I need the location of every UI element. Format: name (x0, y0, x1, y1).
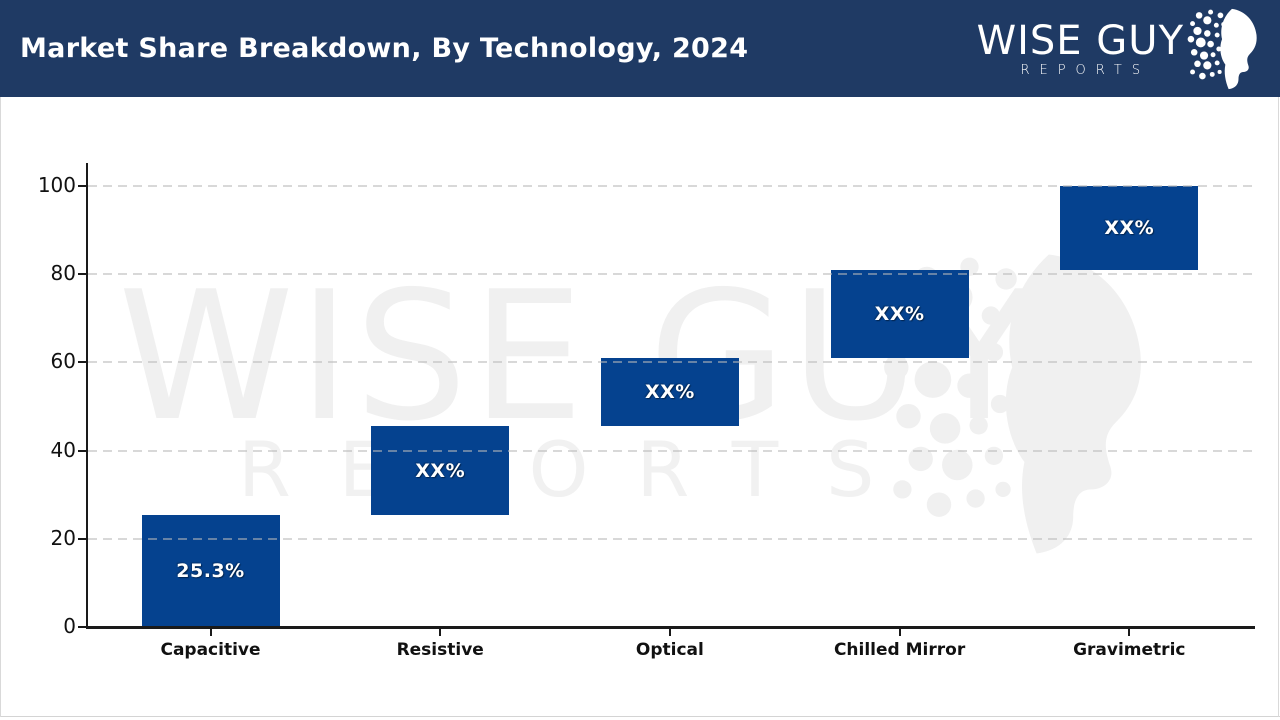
x-axis-line (86, 626, 1255, 629)
y-tick-label-40: 40 (50, 437, 76, 462)
bar-chilled-mirror (830, 269, 969, 358)
bar-value-label-optical: XX% (644, 381, 695, 404)
x-axis-label-resistive: Resistive (396, 640, 484, 660)
bar-value-label-gravimetric: XX% (1104, 216, 1155, 239)
y-tick-40 (78, 449, 86, 452)
page-right-hairline (1278, 97, 1279, 717)
x-tick-capacitive (209, 629, 212, 636)
y-tick-60 (78, 361, 86, 364)
y-tick-0 (78, 626, 86, 628)
gridline-40 (88, 449, 1254, 452)
x-tick-optical (668, 629, 671, 636)
x-tick-chilled-mirror (898, 629, 901, 636)
bar-gravimetric (1060, 186, 1199, 270)
y-tick-20 (78, 537, 86, 540)
bar-optical (600, 357, 739, 427)
y-tick-label-60: 60 (50, 349, 76, 374)
x-axis-label-chilled-mirror: Chilled Mirror (833, 640, 966, 660)
bar-value-label-resistive: XX% (415, 459, 466, 482)
bar-capacitive (141, 515, 280, 627)
wiseguy-logo: WISE GUY REPORTS (977, 4, 1268, 94)
gridline-100 (88, 185, 1254, 187)
bar-resistive (371, 426, 510, 516)
y-tick-100 (78, 185, 86, 187)
y-tick-label-80: 80 (50, 261, 76, 286)
y-axis-line (86, 163, 88, 629)
x-axis-label-optical: Optical (635, 640, 704, 660)
page-bottom-hairline (0, 716, 1280, 717)
x-tick-gravimetric (1128, 629, 1131, 636)
logo-wordmark: WISE GUY REPORTS (977, 20, 1184, 78)
bar-value-label-chilled-mirror: XX% (874, 302, 925, 325)
logo-wordmark-line2: REPORTS (1020, 63, 1151, 78)
gridline-20 (88, 537, 1254, 540)
y-tick-label-100: 100 (37, 173, 76, 197)
x-axis-label-gravimetric: Gravimetric (1073, 640, 1186, 660)
gridline-60 (88, 361, 1254, 364)
logo-wordmark-line1: WISE GUY (976, 18, 1184, 64)
x-tick-resistive (439, 629, 442, 636)
y-tick-label-0: 0 (63, 614, 76, 638)
page-title: Market Share Breakdown, By Technology, 2… (20, 33, 749, 64)
page-left-hairline (0, 97, 1, 717)
y-tick-label-20: 20 (50, 525, 76, 550)
gridline-80 (88, 273, 1254, 276)
header-bar: Market Share Breakdown, By Technology, 2… (0, 0, 1280, 97)
bar-value-label-capacitive: 25.3% (176, 560, 245, 583)
x-axis-label-capacitive: Capacitive (160, 640, 261, 660)
y-tick-80 (78, 273, 86, 276)
